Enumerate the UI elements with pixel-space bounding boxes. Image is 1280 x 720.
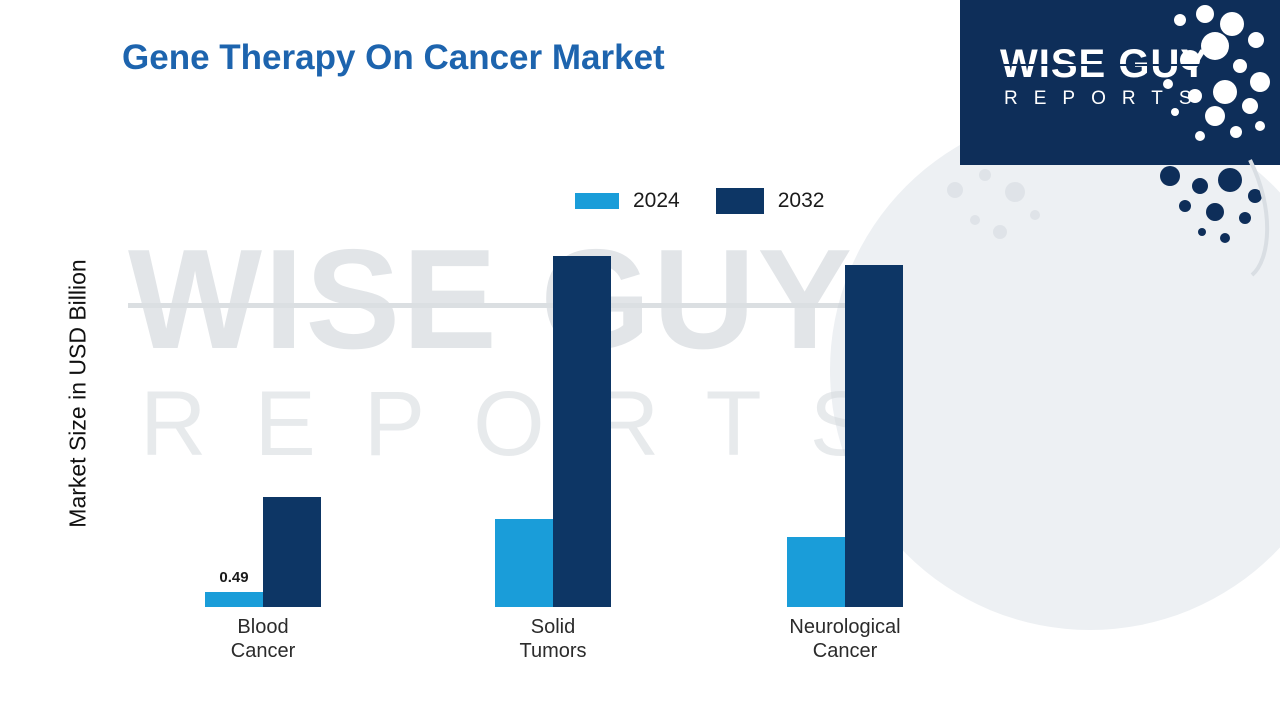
watermark-subtext: REPORTS — [140, 373, 920, 475]
bar-2032-neurological-cancer — [845, 265, 903, 607]
bar-2032-solid-tumors — [553, 256, 611, 607]
bar-2024-blood-cancer — [205, 592, 263, 607]
category-label-blood-cancer: Blood Cancer — [230, 616, 296, 662]
bar-2032-blood-cancer — [263, 497, 321, 607]
legend-item-2024: 2024 — [575, 189, 680, 213]
legend-swatch-2032 — [715, 188, 764, 214]
legend: 2024 2032 — [575, 188, 824, 214]
bar-2024-solid-tumors — [495, 519, 553, 607]
category-label-neurological-cancer: Neurological Cancer — [789, 616, 901, 662]
category-label-solid-tumors: Solid Tumors — [519, 616, 587, 662]
legend-item-2032: 2032 — [715, 188, 825, 214]
y-axis-label: Market Size in USD Billion — [64, 259, 91, 528]
watermark-head-circle — [830, 110, 1280, 630]
legend-swatch-2024 — [575, 193, 619, 209]
bar-value-label-2024-blood-cancer: 0.49 — [219, 569, 249, 586]
logo-wordmark: WISE GUY — [1000, 42, 1209, 86]
watermark-wordmark: WISE GUY — [128, 220, 855, 379]
page-title: Gene Therapy On Cancer Market — [122, 38, 665, 77]
bar-2024-neurological-cancer — [787, 537, 845, 607]
legend-label-2032: 2032 — [777, 189, 825, 212]
legend-label-2024: 2024 — [633, 189, 680, 212]
logo-subtext: REPORTS — [1004, 88, 1208, 109]
